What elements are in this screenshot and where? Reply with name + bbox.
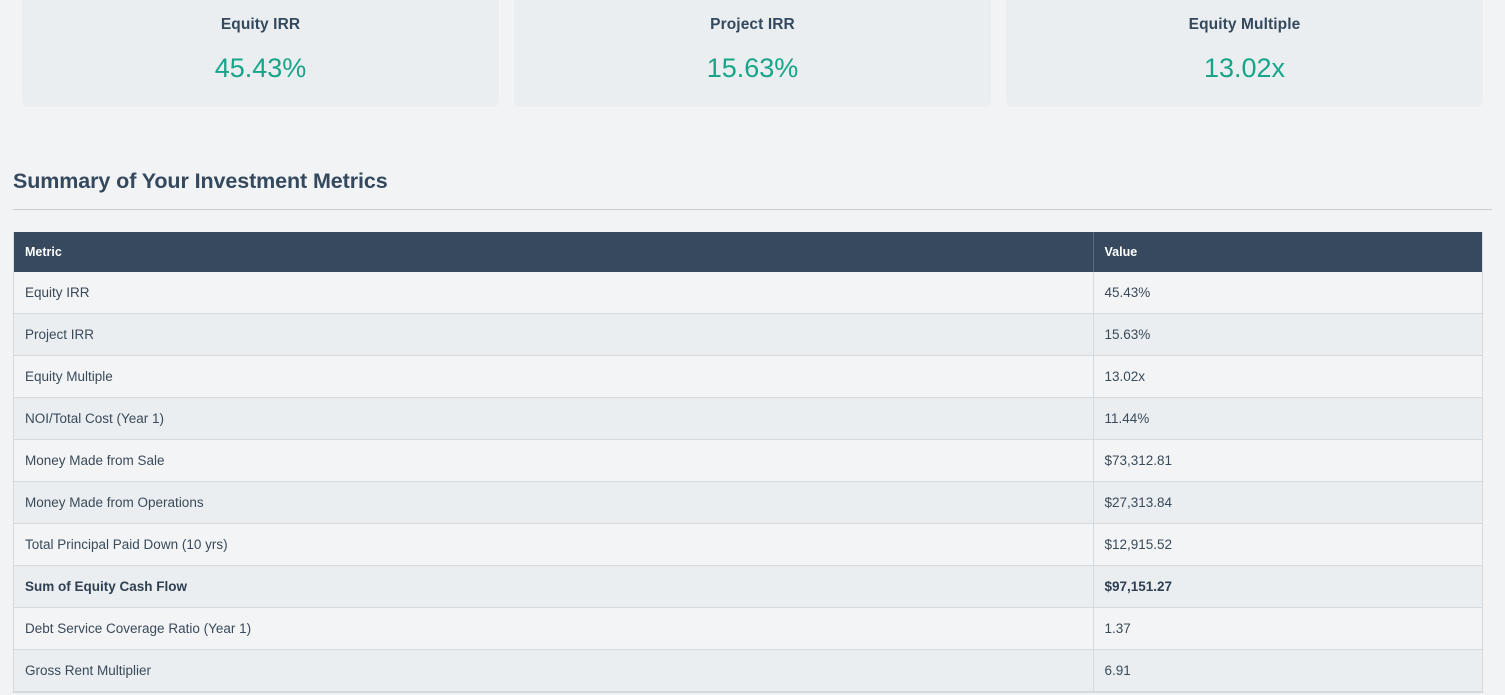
cell-value: 1.37 bbox=[1093, 607, 1482, 650]
table-row: Equity Multiple 13.02x bbox=[14, 355, 1482, 398]
table-header-row: Metric Value bbox=[14, 232, 1482, 272]
section-divider bbox=[13, 209, 1492, 210]
cell-value: $73,312.81 bbox=[1093, 439, 1482, 482]
table-header: Metric Value bbox=[14, 232, 1482, 272]
table-row: Money Made from Operations $27,313.84 bbox=[14, 481, 1482, 524]
cell-metric: NOI/Total Cost (Year 1) bbox=[14, 397, 1094, 440]
kpi-card-project-irr: Project IRR 15.63% bbox=[514, 0, 991, 107]
metrics-table-container: Metric Value Equity IRR 45.43% Project I… bbox=[13, 232, 1483, 693]
table-row: Debt Service Coverage Ratio (Year 1) 1.3… bbox=[14, 607, 1482, 650]
kpi-value: 13.02x bbox=[1203, 52, 1286, 83]
kpi-label: Equity IRR bbox=[220, 16, 301, 33]
table-row: Total Principal Paid Down (10 yrs) $12,9… bbox=[14, 523, 1482, 566]
cell-value: 13.02x bbox=[1093, 355, 1482, 398]
metrics-table: Metric Value Equity IRR 45.43% Project I… bbox=[14, 232, 1482, 692]
cell-metric: Debt Service Coverage Ratio (Year 1) bbox=[14, 607, 1094, 650]
cell-metric: Equity Multiple bbox=[14, 355, 1094, 398]
table-row: NOI/Total Cost (Year 1) 11.44% bbox=[14, 397, 1482, 440]
cell-metric: Sum of Equity Cash Flow bbox=[14, 565, 1094, 608]
table-row: Money Made from Sale $73,312.81 bbox=[14, 439, 1482, 482]
kpi-value: 45.43% bbox=[214, 52, 307, 83]
cell-metric: Project IRR bbox=[14, 313, 1094, 356]
kpi-card-row: Equity IRR 45.43% Project IRR 15.63% Equ… bbox=[0, 0, 1505, 107]
column-header-value: Value bbox=[1093, 232, 1482, 272]
cell-value: $97,151.27 bbox=[1093, 565, 1482, 608]
cell-value: 15.63% bbox=[1093, 313, 1482, 356]
cell-metric: Total Principal Paid Down (10 yrs) bbox=[14, 523, 1094, 566]
table-body: Equity IRR 45.43% Project IRR 15.63% Equ… bbox=[14, 272, 1482, 692]
cell-value: $27,313.84 bbox=[1093, 481, 1482, 524]
kpi-card-equity-multiple: Equity Multiple 13.02x bbox=[1006, 0, 1483, 107]
cell-metric: Money Made from Operations bbox=[14, 481, 1094, 524]
summary-section: Summary of Your Investment Metrics Metri… bbox=[0, 169, 1505, 693]
table-row: Gross Rent Multiplier 6.91 bbox=[14, 649, 1482, 692]
table-row: Equity IRR 45.43% bbox=[14, 272, 1482, 314]
kpi-card-equity-irr: Equity IRR 45.43% bbox=[22, 0, 499, 107]
kpi-label: Project IRR bbox=[710, 16, 795, 33]
page-title: Summary of Your Investment Metrics bbox=[13, 169, 388, 193]
cell-metric: Money Made from Sale bbox=[14, 439, 1094, 482]
kpi-value: 15.63% bbox=[706, 52, 799, 83]
cell-metric: Gross Rent Multiplier bbox=[14, 649, 1094, 692]
cell-value: 11.44% bbox=[1093, 397, 1482, 440]
table-row: Project IRR 15.63% bbox=[14, 313, 1482, 356]
kpi-label: Equity Multiple bbox=[1188, 16, 1301, 33]
cell-metric: Equity IRR bbox=[14, 272, 1094, 314]
cell-value: 45.43% bbox=[1093, 272, 1482, 314]
column-header-metric: Metric bbox=[14, 232, 1094, 272]
cell-value: $12,915.52 bbox=[1093, 523, 1482, 566]
cell-value: 6.91 bbox=[1093, 649, 1482, 692]
table-row-total: Sum of Equity Cash Flow $97,151.27 bbox=[14, 565, 1482, 608]
